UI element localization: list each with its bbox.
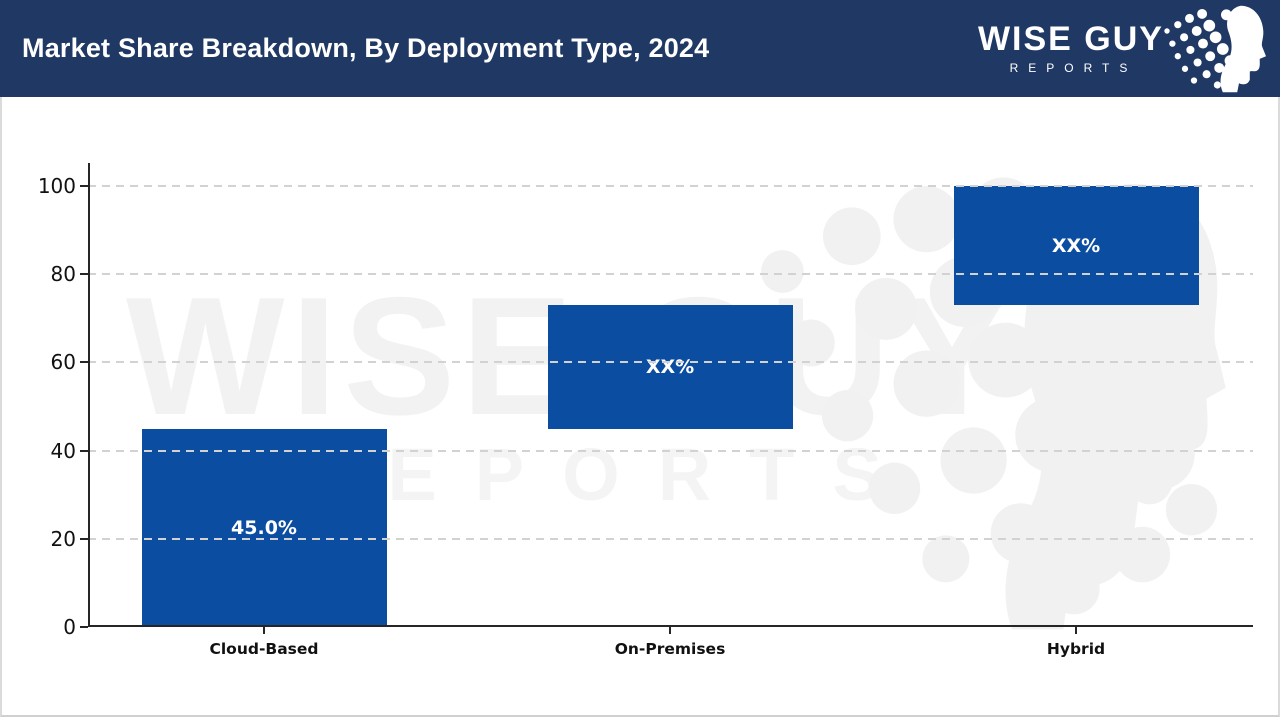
y-tick-100 bbox=[80, 185, 88, 187]
header-bar: Market Share Breakdown, By Deployment Ty… bbox=[0, 0, 1280, 97]
y-tick-0 bbox=[80, 626, 88, 628]
y-tick-label-40: 40 bbox=[50, 438, 76, 463]
brand-name: WISE GUY bbox=[977, 20, 1164, 58]
bar-value-label: XX% bbox=[1051, 234, 1101, 257]
bar-value-label: XX% bbox=[645, 355, 695, 378]
gridline-y-40 bbox=[88, 449, 1253, 452]
bar-value-label: 45.0% bbox=[231, 516, 297, 539]
bar-hybrid: XX% bbox=[953, 186, 1199, 306]
x-tick-0 bbox=[263, 627, 265, 634]
y-tick-80 bbox=[80, 273, 88, 276]
brand-logo-text: WISE GUY REPORTS bbox=[978, 22, 1164, 75]
bar-cloud-based: 45.0% bbox=[141, 428, 387, 627]
chart-card-frame bbox=[0, 97, 1280, 717]
y-tick-label-60: 60 bbox=[50, 350, 76, 375]
x-tick-label-2: Hybrid bbox=[1046, 640, 1106, 658]
brand-logo: WISE GUY REPORTS bbox=[978, 3, 1266, 95]
bar-on-premises: XX% bbox=[547, 305, 793, 429]
y-tick-label-20: 20 bbox=[50, 526, 76, 551]
x-axis-spine bbox=[88, 625, 1253, 627]
x-tick-label-1: On-Premises bbox=[614, 640, 726, 658]
gridline-y-60 bbox=[88, 361, 1253, 364]
brand-subname: REPORTS bbox=[1009, 61, 1138, 75]
gridline-y-20 bbox=[88, 537, 1253, 540]
gridline-y-100 bbox=[88, 185, 1253, 187]
y-axis-spine bbox=[88, 163, 90, 627]
y-tick-40 bbox=[80, 449, 88, 452]
brand-face-icon bbox=[1164, 5, 1266, 92]
x-tick-1 bbox=[669, 627, 671, 634]
x-tick-label-0: Cloud-Based bbox=[209, 640, 319, 658]
gridline-y-80 bbox=[88, 273, 1253, 276]
y-tick-20 bbox=[80, 537, 88, 540]
page-title: Market Share Breakdown, By Deployment Ty… bbox=[22, 33, 710, 63]
y-tick-label-100: 100 bbox=[37, 174, 76, 198]
y-tick-label-80: 80 bbox=[50, 262, 76, 287]
x-tick-2 bbox=[1075, 627, 1077, 634]
y-tick-60 bbox=[80, 361, 88, 364]
y-tick-label-0: 0 bbox=[63, 615, 76, 639]
